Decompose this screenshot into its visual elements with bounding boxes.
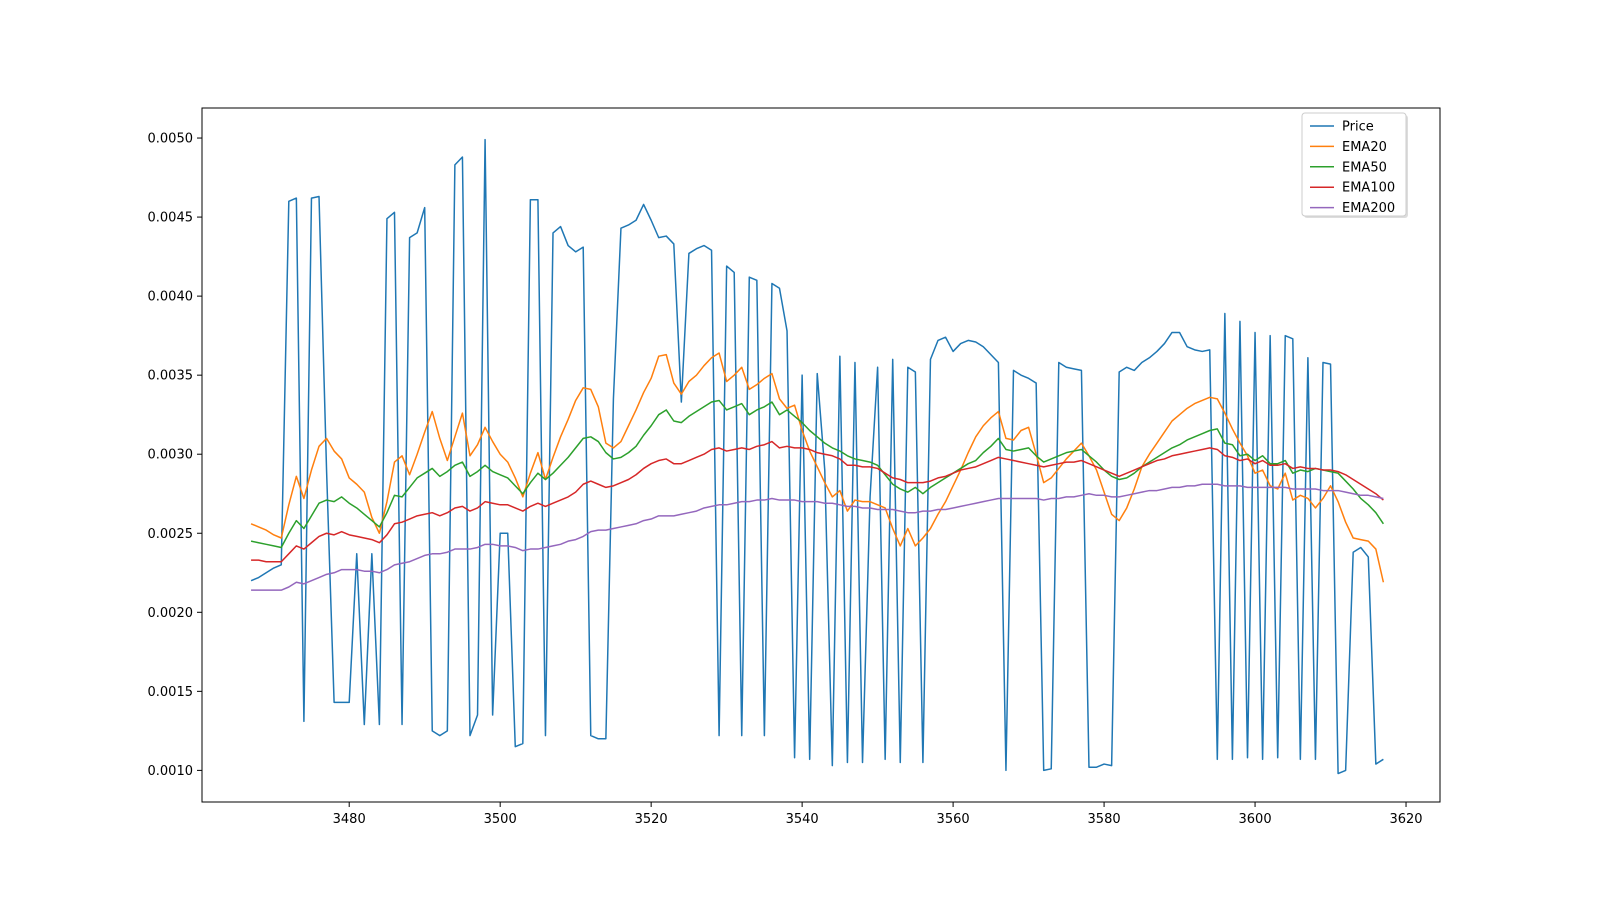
series-line-ema200: [251, 483, 1384, 591]
legend-label-price: Price: [1342, 120, 1374, 135]
y-tick-label: 0.0050: [148, 132, 194, 147]
plot-spines: [201, 107, 1441, 803]
x-tick-label: 3480: [333, 812, 366, 827]
y-tick-label: 0.0015: [148, 685, 194, 700]
y-tick-label: 0.0025: [148, 527, 194, 542]
x-tick-label: 3600: [1239, 812, 1272, 827]
legend-label-ema200: EMA200: [1342, 201, 1395, 216]
series-line-price: [250, 138, 1384, 775]
x-tick-label: 3520: [635, 812, 668, 827]
axes-background: [202, 108, 1440, 802]
x-tick-label: 3580: [1088, 812, 1121, 827]
x-tick-label: 3540: [786, 812, 819, 827]
legend-box: [1301, 112, 1407, 217]
y-tick-label: 0.0045: [148, 211, 194, 226]
y-tick-label: 0.0020: [148, 606, 194, 621]
y-tick-label: 0.0040: [148, 290, 194, 305]
y-tick-label: 0.0035: [148, 369, 194, 384]
y-tick-label: 0.0030: [148, 448, 194, 463]
x-tick-label: 3500: [484, 812, 517, 827]
x-tick-label: 3620: [1389, 812, 1422, 827]
legend-label-ema20: EMA20: [1342, 140, 1387, 155]
x-tick-label: 3560: [937, 812, 970, 827]
series-line-ema50: [250, 399, 1384, 549]
y-tick-label: 0.0010: [148, 764, 194, 779]
series-line-ema100: [251, 440, 1384, 563]
series-line-ema20: [250, 352, 1385, 583]
legend-label-ema50: EMA50: [1342, 160, 1387, 175]
legend-label-ema100: EMA100: [1342, 181, 1395, 196]
